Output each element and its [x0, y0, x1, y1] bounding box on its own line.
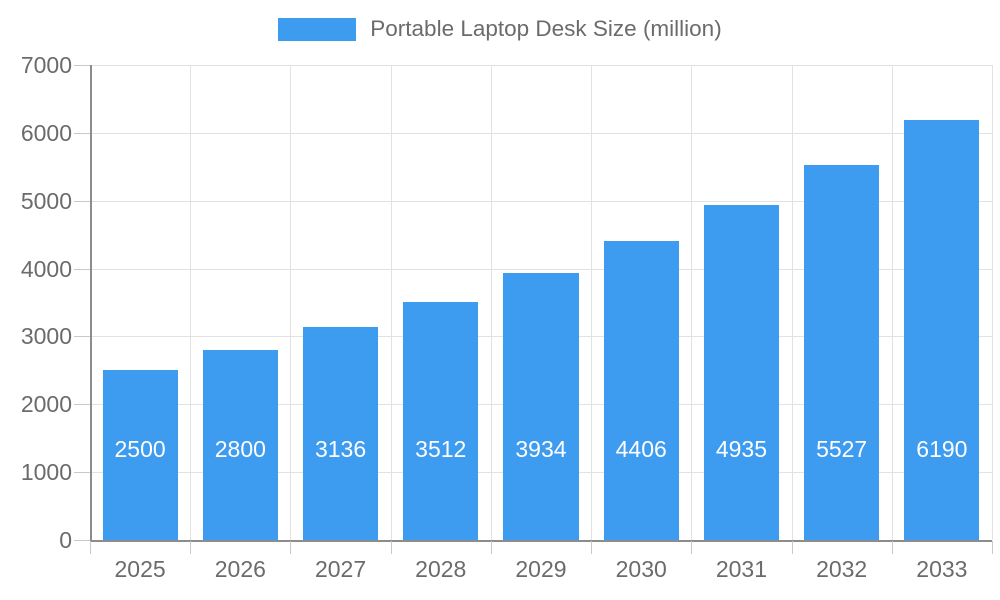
y-axis-tick-mark [74, 268, 90, 270]
gridline-vertical [691, 65, 693, 540]
x-axis-tick-label: 2028 [415, 556, 467, 582]
gridline-vertical [490, 65, 492, 540]
x-axis-tick-mark [992, 541, 993, 554]
y-axis-tick-label: 1000 [20, 459, 72, 486]
legend-item-portable-laptop-desk-size[interactable]: Portable Laptop Desk Size (million) [278, 15, 722, 41]
bar[interactable]: 3136 [302, 327, 379, 540]
x-axis-tick-mark [691, 541, 693, 554]
gridline-horizontal [90, 65, 992, 66]
plot-area: 2500 2800 3136 3512 3934 4406 4935 5527 6190 [90, 65, 993, 541]
y-axis-tick-label: 0 [59, 527, 72, 553]
bar-value-label: 3934 [515, 436, 567, 462]
bar-value-label: 4406 [615, 436, 667, 462]
chart-legend: Portable Laptop Desk Size (million) [0, 12, 1000, 46]
y-axis-tick-label: 2000 [20, 391, 72, 418]
y-axis-tick-mark [74, 132, 90, 134]
bar[interactable]: 2500 [102, 370, 178, 540]
x-axis-tick-mark [891, 541, 893, 554]
y-axis-tick-label: 7000 [20, 52, 72, 78]
y-axis-tick-labels: 0 1000 2000 3000 4000 5000 6000 7000 [0, 0, 72, 600]
x-axis-tick-label: 2032 [816, 556, 868, 582]
gridline-horizontal [90, 268, 992, 270]
bar-value-label: 2500 [114, 436, 166, 462]
gridline-horizontal [90, 200, 992, 202]
bar-value-label: 3136 [314, 436, 367, 462]
x-axis-tick-label: 2025 [114, 556, 166, 582]
gridline-vertical [591, 65, 593, 540]
gridline-vertical [390, 65, 392, 540]
x-axis-tick-mark [791, 541, 793, 554]
gridline-horizontal [90, 132, 992, 134]
bar-value-label: 2800 [214, 436, 266, 462]
x-axis-tick-label: 2029 [515, 556, 567, 582]
x-axis-tick-mark [390, 541, 392, 554]
gridline-vertical [791, 65, 793, 540]
bar-value-label: 5527 [816, 436, 868, 462]
x-axis-tick-label: 2027 [314, 556, 367, 582]
x-axis-tick-label: 2030 [615, 556, 667, 582]
bar[interactable]: 5527 [804, 164, 880, 540]
x-axis-tick-mark [190, 541, 192, 554]
x-axis-tick-label: 2033 [916, 556, 968, 582]
x-axis-tick-mark [490, 541, 492, 554]
x-axis-tick-label: 2031 [715, 556, 768, 582]
bar[interactable]: 3512 [403, 301, 479, 540]
legend-color-swatch-icon [278, 17, 357, 41]
bar[interactable]: 4406 [603, 241, 679, 540]
gridline-vertical [290, 65, 292, 540]
y-axis-tick-mark [74, 200, 90, 202]
legend-item-label: Portable Laptop Desk Size (million) [370, 15, 722, 41]
y-axis-tick-label: 5000 [20, 187, 72, 214]
bar-value-label: 3512 [415, 436, 467, 462]
x-axis-tick-mark [290, 541, 292, 554]
y-axis-tick-label: 3000 [20, 323, 72, 350]
y-axis-tick-mark [74, 472, 90, 474]
x-axis-tick-mark [591, 541, 593, 554]
gridline-vertical [190, 65, 192, 540]
x-axis-tick-mark [90, 541, 91, 554]
x-axis-tick-labels: 2025 2026 2027 2028 2029 2030 2031 2032 2033 [90, 558, 992, 590]
y-axis-tick-mark [74, 336, 90, 338]
x-axis-tick-label: 2026 [214, 556, 266, 582]
bar[interactable]: 2800 [202, 350, 278, 540]
bar[interactable]: 3934 [503, 273, 579, 540]
gridline-vertical [891, 65, 893, 540]
y-axis-tick-mark [74, 404, 90, 406]
bar-value-label: 4935 [715, 436, 768, 462]
bar[interactable]: 4935 [703, 205, 780, 540]
y-axis-tick-mark [74, 540, 90, 541]
y-axis-tick-label: 6000 [20, 119, 72, 146]
bar[interactable]: 6190 [904, 119, 980, 540]
y-axis-line [90, 65, 92, 541]
gridline-vertical [992, 65, 993, 540]
y-axis-tick-mark [74, 65, 90, 66]
y-axis-tick-label: 4000 [20, 255, 72, 282]
x-axis-line [90, 540, 992, 542]
bar-value-label: 6190 [916, 436, 968, 462]
